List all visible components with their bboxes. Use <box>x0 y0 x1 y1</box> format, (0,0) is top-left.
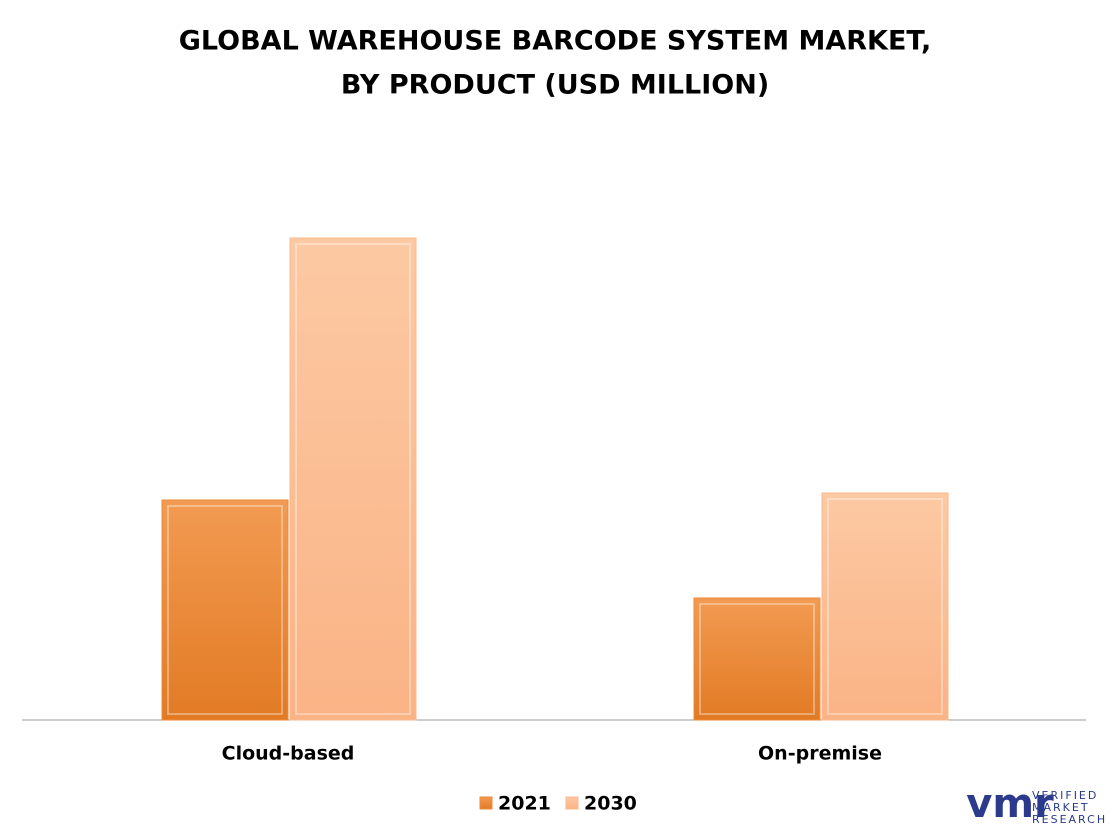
legend-swatch <box>479 796 493 810</box>
logo-text: RESEARCH <box>1032 813 1107 826</box>
logo-mark: vmr <box>966 781 1054 827</box>
bar-bevel <box>827 498 943 715</box>
bar <box>821 492 949 721</box>
legend-label: 2021 <box>498 793 551 815</box>
bar-bevel <box>699 603 815 715</box>
bar-bevel <box>295 243 411 715</box>
legend-label: 2030 <box>584 793 637 815</box>
x-tick-label: Cloud-based <box>222 743 355 765</box>
bar-bevel <box>167 505 283 715</box>
bar <box>693 597 821 721</box>
chart-title: BY PRODUCT (USD MILLION) <box>341 70 769 101</box>
legend-swatch <box>565 796 579 810</box>
x-tick-label: On-premise <box>758 743 882 765</box>
logo-text: MARKET <box>1032 801 1090 814</box>
bar <box>161 499 289 721</box>
bar <box>289 237 417 721</box>
chart-title: GLOBAL WAREHOUSE BARCODE SYSTEM MARKET, <box>179 26 932 57</box>
logo-text: VERIFIED <box>1032 789 1098 802</box>
